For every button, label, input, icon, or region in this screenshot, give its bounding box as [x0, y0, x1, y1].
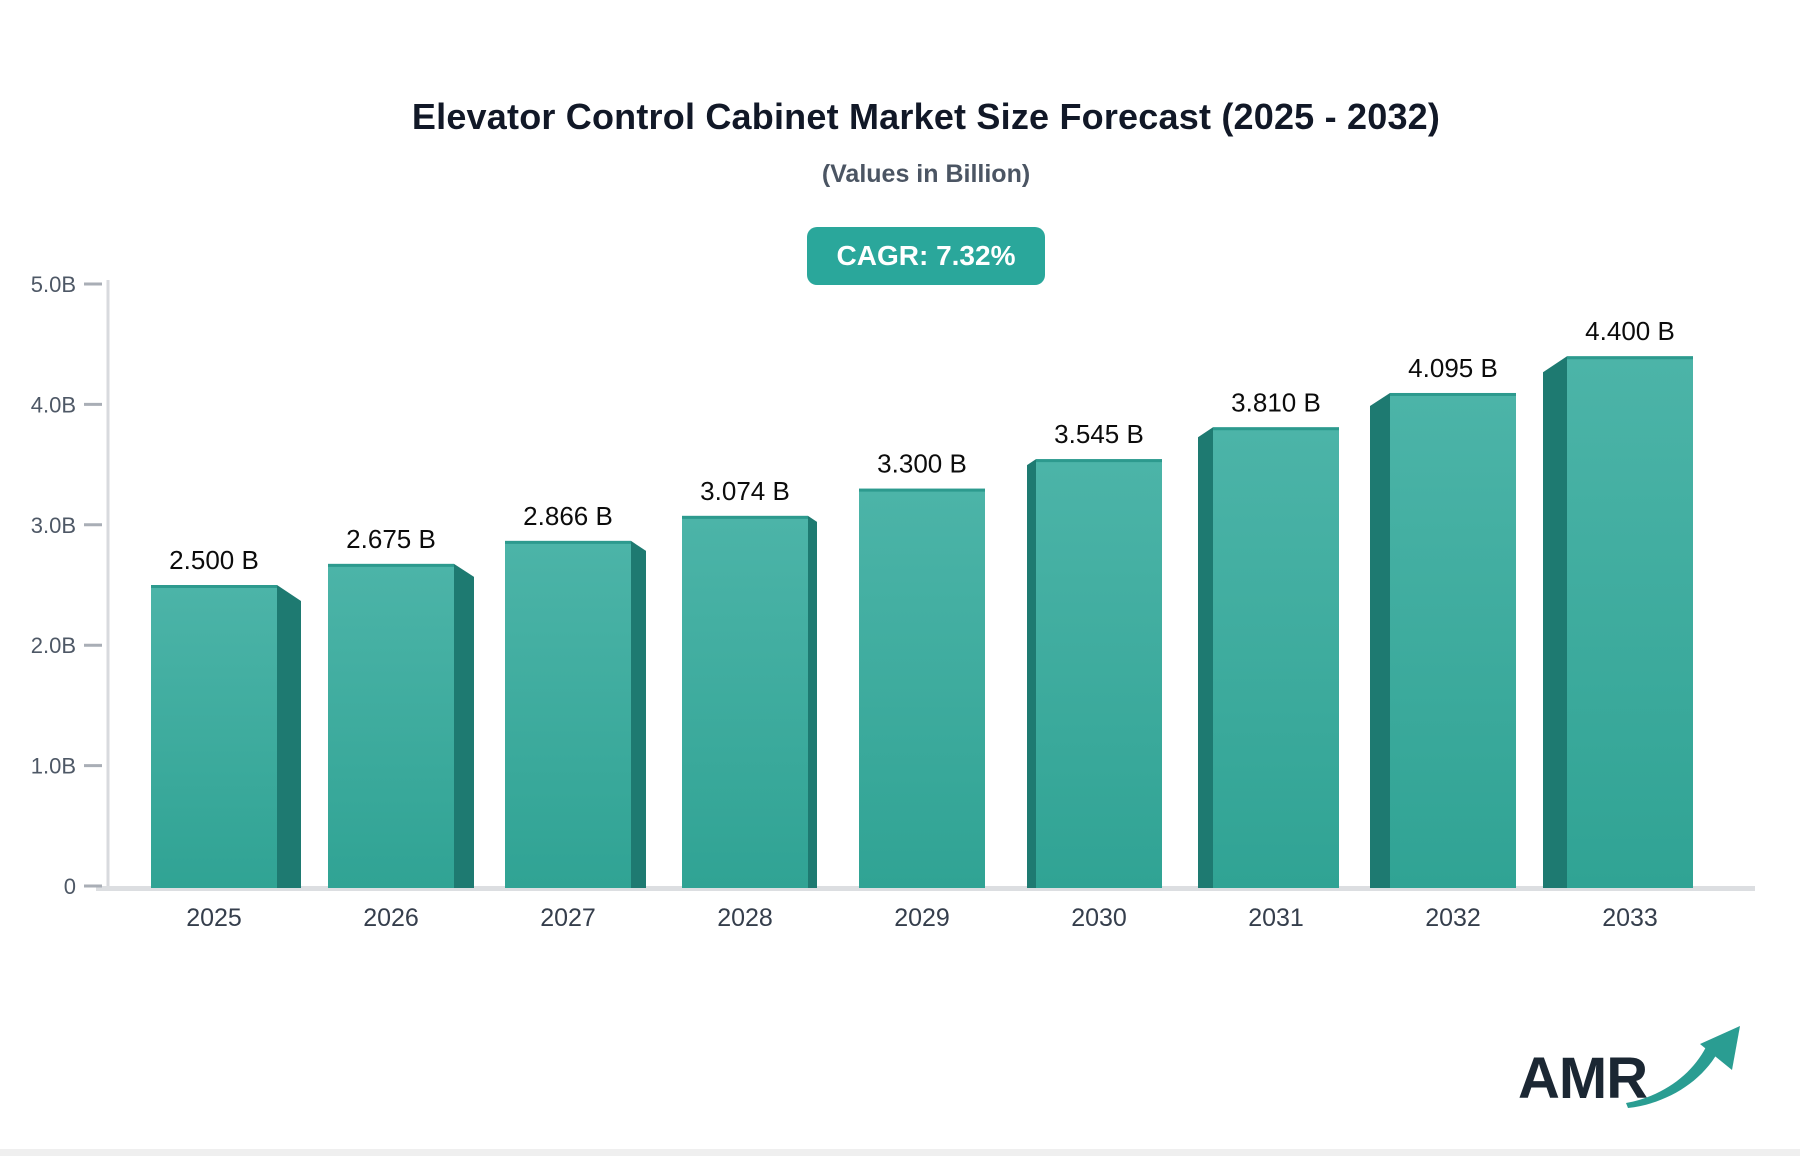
bar-2026: [328, 563, 454, 888]
y-tick-label: 3.0B: [31, 513, 76, 538]
x-axis-label-2029: 2029: [894, 904, 950, 932]
bar-value-label-2030: 3.545 B: [1054, 419, 1144, 449]
logo-text: AMR: [1518, 1046, 1648, 1111]
bar-side-2025: [277, 585, 301, 888]
bar-value-label-2027: 2.866 B: [523, 501, 613, 531]
y-tick-label: 2.0B: [31, 633, 76, 658]
bar-side-2030: [1027, 459, 1036, 888]
x-axis-label-2026: 2026: [363, 904, 419, 932]
y-tick-label: 1.0B: [31, 754, 76, 779]
bar-value-label-2026: 2.675 B: [346, 524, 436, 554]
bar-value-label-2031: 3.810 B: [1231, 387, 1321, 417]
bar-value-label-2033: 4.400 B: [1585, 316, 1675, 346]
page-title: Elevator Control Cabinet Market Size For…: [411, 96, 1441, 137]
y-tick-label: 0: [64, 874, 76, 899]
bar-value-label-2025: 2.500 B: [169, 545, 259, 575]
bar-side-2033: [1543, 356, 1567, 888]
bar-2028: [682, 515, 808, 888]
bar-value-label-2029: 3.300 B: [877, 449, 967, 479]
bar-2030: [1036, 459, 1162, 888]
x-axis-label-2028: 2028: [717, 904, 773, 932]
y-tick-label: 4.0B: [31, 392, 76, 417]
bar-side-2026: [454, 563, 474, 888]
x-axis-label-2032: 2032: [1425, 904, 1481, 932]
amr-logo: AMR: [1518, 1026, 1740, 1122]
bar-value-label-2028: 3.074 B: [700, 476, 790, 506]
chart-subtitle: (Values in Billion): [821, 160, 1031, 188]
bar-side-2031: [1198, 427, 1213, 888]
window-bottom-edge: [0, 1149, 1800, 1156]
bar-2025: [151, 585, 277, 888]
bar-chart-plot: 0 1.0B 2.0B 3.0B 4.0B 5.0B 2.500 B 2025 2.675 B 2…: [31, 272, 1755, 932]
x-axis-label-2030: 2030: [1071, 904, 1127, 932]
bar-side-2032: [1370, 392, 1390, 888]
bar-side-2027: [631, 540, 646, 888]
bar-side-2028: [808, 515, 817, 888]
chart-header: Elevator Control Cabinet Market Size For…: [0, 96, 1800, 285]
bar-value-label-2032: 4.095 B: [1408, 353, 1498, 383]
bar-2027: [505, 540, 631, 888]
bar-2029: [859, 488, 985, 888]
cagr-badge: CAGR: 7.32%: [806, 227, 1046, 285]
growth-arrow-icon: [1626, 1026, 1740, 1108]
x-axis-label-2025: 2025: [186, 904, 242, 932]
bar-2033: [1567, 356, 1693, 888]
x-axis-label-2027: 2027: [540, 904, 596, 932]
x-axis-label-2033: 2033: [1602, 904, 1658, 932]
x-axis-label-2031: 2031: [1248, 904, 1304, 932]
bar-2031: [1213, 427, 1339, 888]
bar-2032: [1390, 392, 1516, 888]
y-tick-label: 5.0B: [31, 272, 76, 297]
